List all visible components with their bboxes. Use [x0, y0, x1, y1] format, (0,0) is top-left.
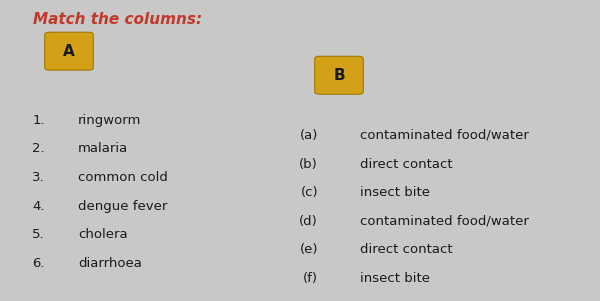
Text: cholera: cholera [78, 228, 128, 241]
Text: 2.: 2. [32, 142, 45, 156]
FancyBboxPatch shape [45, 32, 94, 70]
Text: dengue fever: dengue fever [78, 200, 167, 213]
Text: common cold: common cold [78, 171, 168, 184]
Text: (b): (b) [299, 157, 318, 171]
Text: contaminated food/water: contaminated food/water [360, 215, 529, 228]
Text: B: B [333, 68, 345, 83]
FancyBboxPatch shape [314, 56, 363, 94]
Text: A: A [63, 44, 75, 59]
Text: insect bite: insect bite [360, 272, 430, 285]
Text: Match the columns:: Match the columns: [33, 12, 202, 27]
Text: contaminated food/water: contaminated food/water [360, 129, 529, 142]
Text: malaria: malaria [78, 142, 128, 156]
Text: diarrhoea: diarrhoea [78, 257, 142, 270]
Text: 4.: 4. [32, 200, 45, 213]
Text: insect bite: insect bite [360, 186, 430, 199]
Text: 3.: 3. [32, 171, 45, 184]
Text: ringworm: ringworm [78, 114, 142, 127]
Text: direct contact: direct contact [360, 157, 452, 171]
Text: direct contact: direct contact [360, 243, 452, 256]
Text: (a): (a) [299, 129, 318, 142]
Text: (c): (c) [301, 186, 318, 199]
Text: 1.: 1. [32, 114, 45, 127]
Text: (e): (e) [299, 243, 318, 256]
Text: (f): (f) [303, 272, 318, 285]
Text: 6.: 6. [32, 257, 45, 270]
Text: (d): (d) [299, 215, 318, 228]
Text: 5.: 5. [32, 228, 45, 241]
